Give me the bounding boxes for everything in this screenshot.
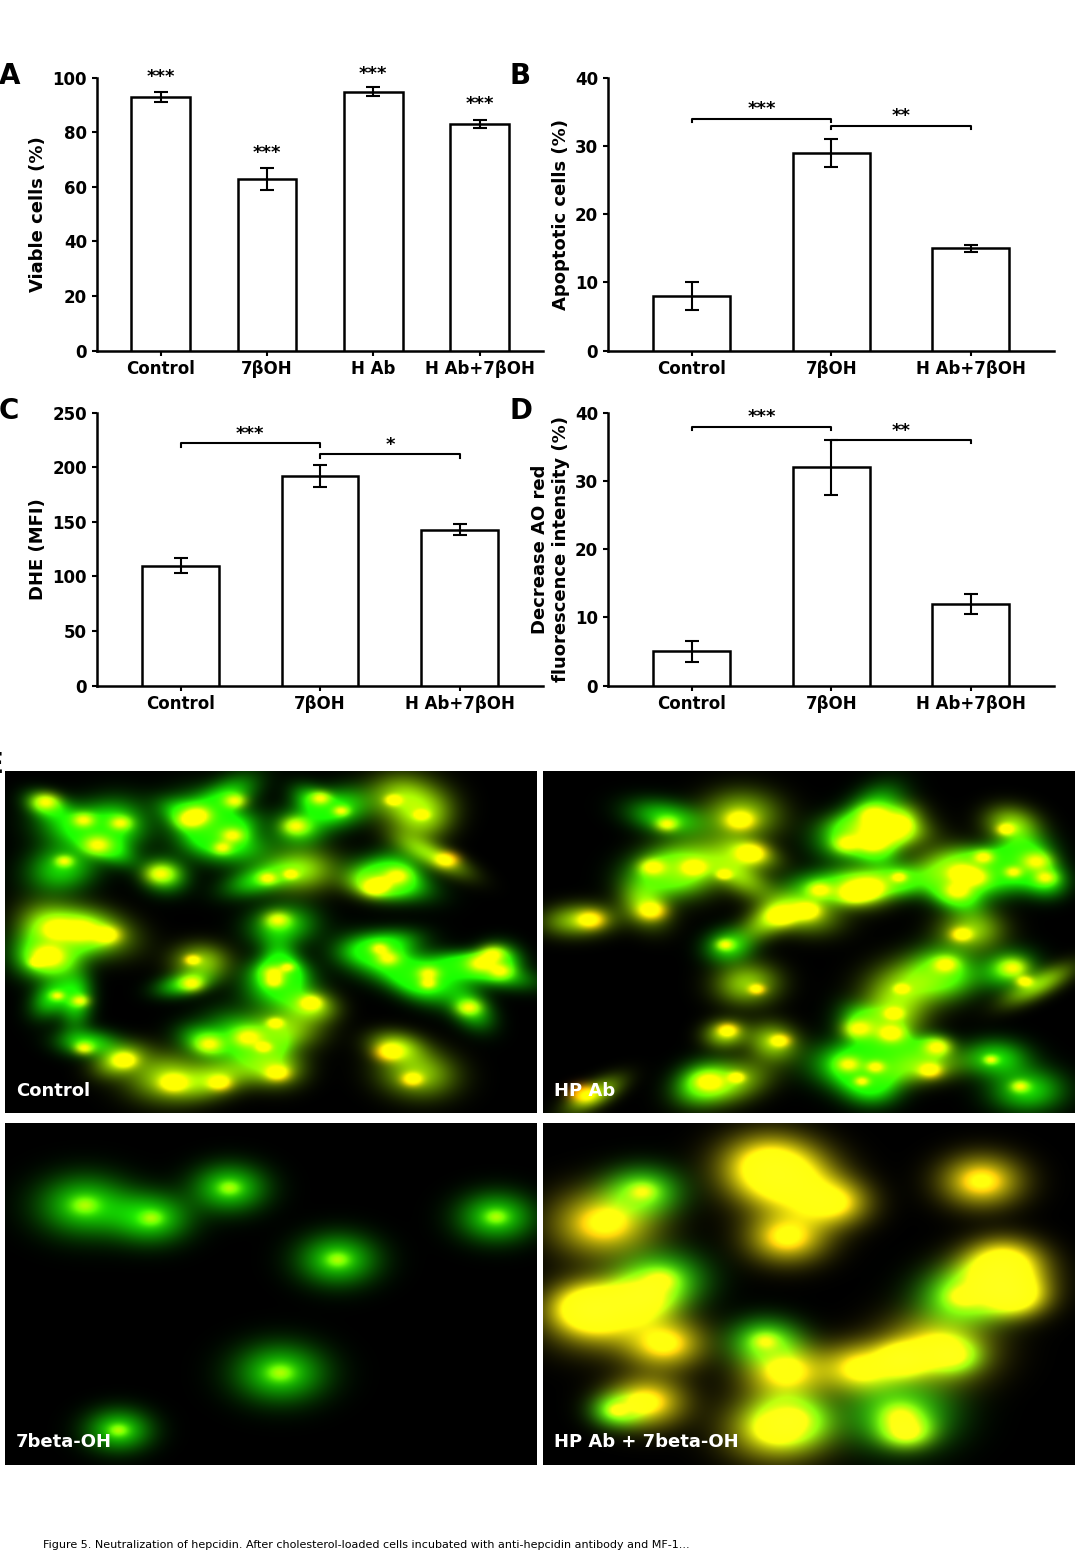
Text: B: B — [510, 62, 530, 89]
Text: ***: *** — [253, 145, 281, 162]
Text: Figure 5. Neutralization of hepcidin. After cholesterol-loaded cells incubated w: Figure 5. Neutralization of hepcidin. Af… — [43, 1541, 690, 1550]
Bar — [131, 97, 189, 351]
Text: HP Ab: HP Ab — [554, 1081, 615, 1100]
Text: ***: *** — [747, 408, 776, 425]
Y-axis label: DHE (MFI): DHE (MFI) — [29, 499, 47, 600]
Bar — [793, 153, 869, 351]
Text: **: ** — [892, 108, 910, 125]
Y-axis label: Viable cells (%): Viable cells (%) — [29, 137, 47, 291]
Y-axis label: Apoptotic cells (%): Apoptotic cells (%) — [552, 118, 569, 310]
Text: E: E — [0, 751, 3, 779]
Bar — [653, 296, 730, 351]
Text: A: A — [0, 62, 20, 89]
Bar — [793, 467, 869, 686]
Bar — [933, 603, 1009, 686]
Text: D: D — [510, 397, 533, 424]
Bar — [142, 566, 218, 686]
Bar — [451, 125, 509, 351]
Bar — [933, 248, 1009, 351]
Text: Control: Control — [16, 1081, 90, 1100]
Text: *: * — [385, 436, 395, 453]
Bar — [653, 651, 730, 686]
Text: ***: *** — [236, 425, 265, 442]
Text: HP Ab + 7beta-OH: HP Ab + 7beta-OH — [554, 1433, 738, 1450]
Bar — [282, 477, 358, 686]
Bar — [422, 530, 498, 686]
Text: ***: *** — [359, 65, 387, 84]
Text: 7beta-OH: 7beta-OH — [16, 1433, 112, 1450]
Bar — [344, 92, 402, 351]
Y-axis label: Decrease AO red
fluorescence intensity (%): Decrease AO red fluorescence intensity (… — [530, 416, 569, 682]
Text: ***: *** — [747, 100, 776, 118]
Text: C: C — [0, 397, 19, 424]
Text: **: ** — [892, 422, 910, 439]
Text: ***: *** — [465, 95, 494, 114]
Bar — [238, 179, 296, 351]
Text: ***: *** — [146, 69, 175, 86]
